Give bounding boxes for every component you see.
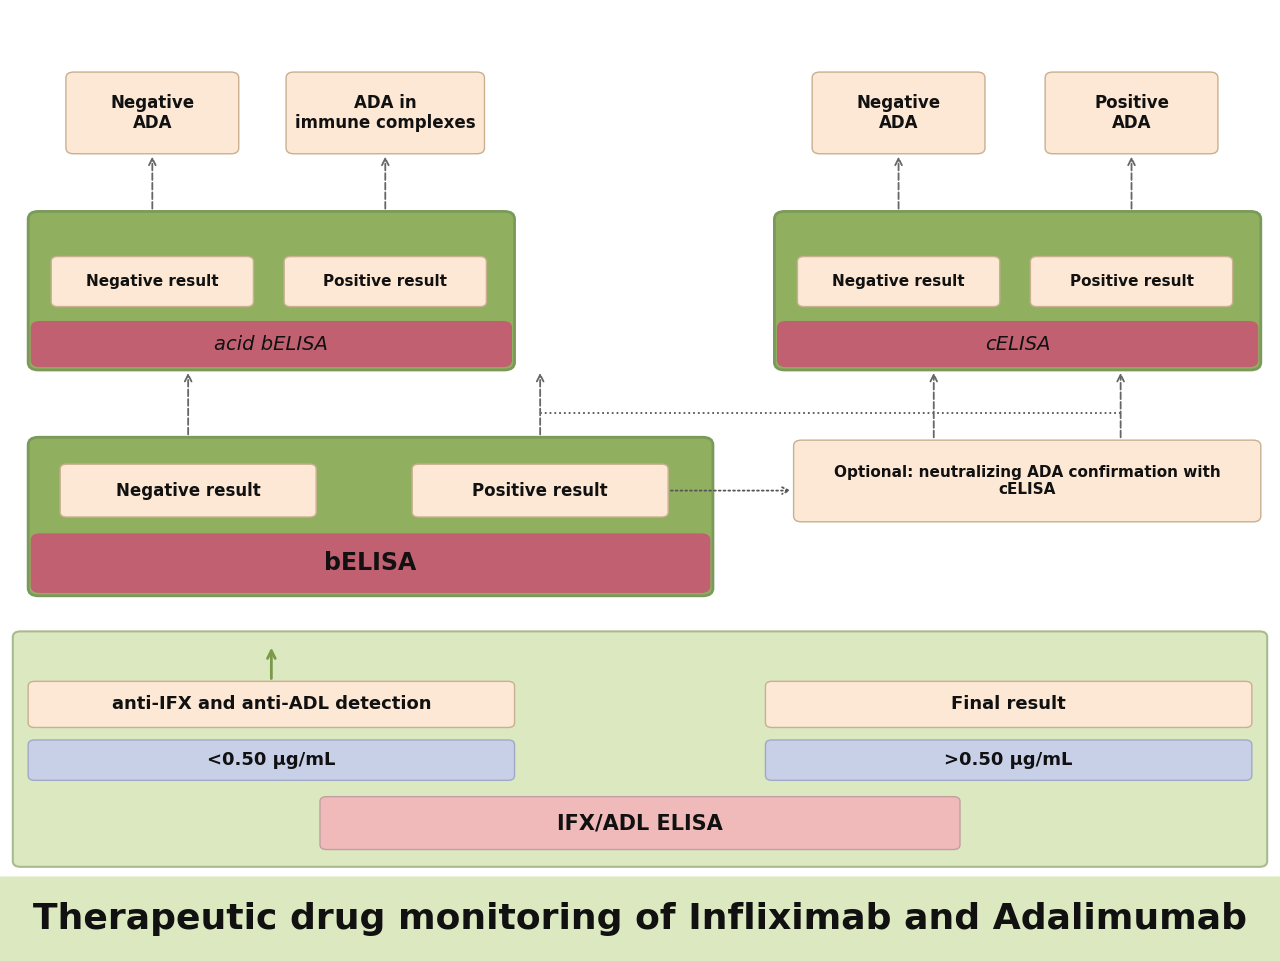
FancyBboxPatch shape <box>1044 72 1217 154</box>
Text: Therapeutic drug monitoring of Infliximab and Adalimumab: Therapeutic drug monitoring of Inflixima… <box>33 901 1247 936</box>
Text: Negative
ADA: Negative ADA <box>110 93 195 133</box>
FancyBboxPatch shape <box>412 464 668 517</box>
FancyBboxPatch shape <box>28 681 515 727</box>
FancyBboxPatch shape <box>794 440 1261 522</box>
FancyBboxPatch shape <box>31 321 512 367</box>
Text: Final result: Final result <box>951 696 1066 713</box>
FancyBboxPatch shape <box>0 876 1280 961</box>
Text: Positive result: Positive result <box>1070 274 1193 289</box>
FancyBboxPatch shape <box>765 740 1252 780</box>
FancyBboxPatch shape <box>797 257 1000 307</box>
FancyBboxPatch shape <box>777 321 1258 367</box>
Text: Negative result: Negative result <box>86 274 219 289</box>
Text: cELISA: cELISA <box>984 334 1051 354</box>
Text: Negative result: Negative result <box>115 481 261 500</box>
Text: >0.50 μg/mL: >0.50 μg/mL <box>945 752 1073 769</box>
Text: anti-IFX and anti-ADL detection: anti-IFX and anti-ADL detection <box>111 696 431 713</box>
Text: Optional: neutralizing ADA confirmation with
cELISA: Optional: neutralizing ADA confirmation … <box>833 465 1221 497</box>
FancyBboxPatch shape <box>320 797 960 850</box>
FancyBboxPatch shape <box>28 437 713 596</box>
Text: Positive result: Positive result <box>472 481 608 500</box>
FancyBboxPatch shape <box>13 631 1267 867</box>
FancyBboxPatch shape <box>31 533 710 593</box>
Text: acid bELISA: acid bELISA <box>215 334 328 354</box>
FancyBboxPatch shape <box>284 257 486 307</box>
Text: ADA in
immune complexes: ADA in immune complexes <box>294 93 476 133</box>
FancyBboxPatch shape <box>287 72 484 154</box>
FancyBboxPatch shape <box>65 72 238 154</box>
Text: Negative result: Negative result <box>832 274 965 289</box>
FancyBboxPatch shape <box>813 72 986 154</box>
Text: <0.50 μg/mL: <0.50 μg/mL <box>207 752 335 769</box>
FancyBboxPatch shape <box>28 740 515 780</box>
FancyBboxPatch shape <box>51 257 253 307</box>
FancyBboxPatch shape <box>28 211 515 370</box>
Text: IFX/ADL ELISA: IFX/ADL ELISA <box>557 813 723 833</box>
Text: Negative
ADA: Negative ADA <box>856 93 941 133</box>
Text: Positive
ADA: Positive ADA <box>1094 93 1169 133</box>
Text: bELISA: bELISA <box>324 552 417 575</box>
FancyBboxPatch shape <box>774 211 1261 370</box>
FancyBboxPatch shape <box>765 681 1252 727</box>
Text: Positive result: Positive result <box>324 274 447 289</box>
FancyBboxPatch shape <box>60 464 316 517</box>
FancyBboxPatch shape <box>1030 257 1233 307</box>
